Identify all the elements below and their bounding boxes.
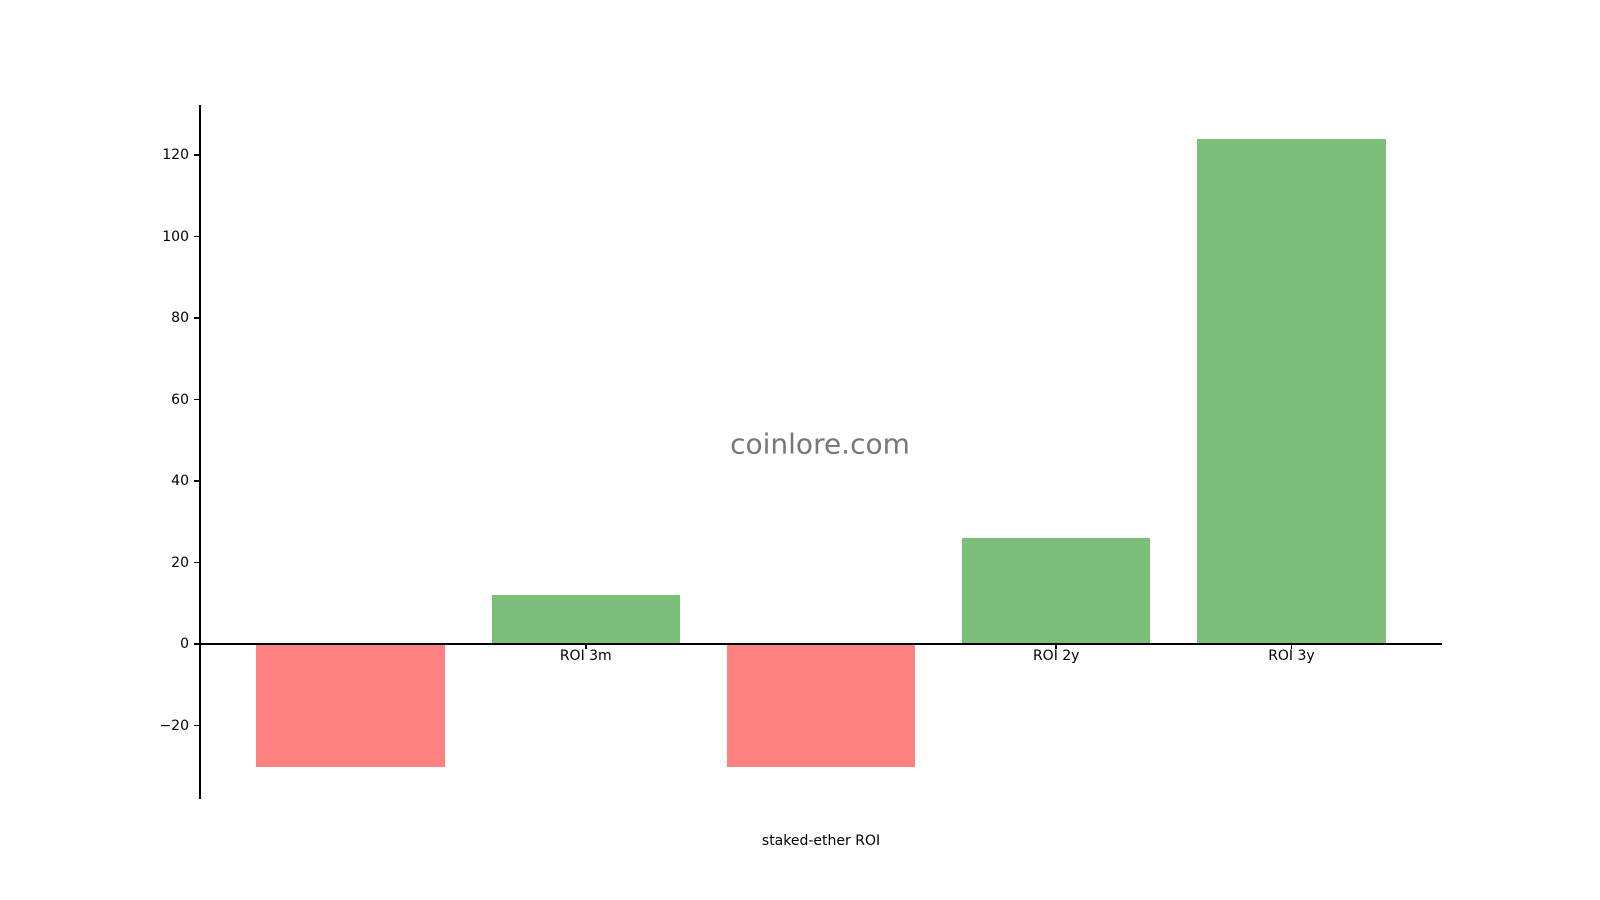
x-tick — [585, 644, 587, 650]
bar — [1197, 138, 1386, 645]
y-tick — [194, 154, 199, 156]
x-axis-line — [200, 643, 1442, 645]
y-tick-label: 0 — [180, 636, 189, 653]
y-tick-label: 80 — [171, 310, 189, 327]
x-tick-label: ROI 3y — [1268, 648, 1315, 665]
y-axis-line — [199, 105, 201, 799]
y-tick — [194, 398, 199, 401]
y-tick-label: 40 — [171, 473, 189, 490]
y-tick — [194, 643, 199, 645]
x-axis-title: staked-ether ROI — [761, 833, 881, 849]
bar — [726, 644, 916, 768]
y-tick — [194, 235, 199, 238]
bar — [256, 644, 445, 768]
y-tick — [194, 480, 199, 482]
y-tick — [194, 561, 199, 564]
y-tick — [194, 724, 199, 727]
y-tick-label: −20 — [159, 717, 189, 734]
plot-area: −20 0 20 40 60 80 100 120 ROI 3m ROI 2y ROI 3y — [159, 105, 1442, 799]
bar — [962, 538, 1151, 645]
y-tick-label: 20 — [171, 554, 189, 571]
x-tick-label: ROI 2y — [1032, 648, 1080, 665]
y-tick-label: 60 — [171, 391, 189, 408]
x-tick — [1290, 644, 1293, 650]
y-tick-label: 100 — [162, 228, 189, 245]
y-tick-label: 120 — [162, 147, 189, 164]
bar — [491, 595, 680, 645]
watermark: coinlore.com — [730, 427, 910, 461]
y-tick — [194, 317, 199, 319]
x-tick-label: ROI 3m — [559, 648, 612, 665]
x-tick — [1055, 644, 1057, 650]
